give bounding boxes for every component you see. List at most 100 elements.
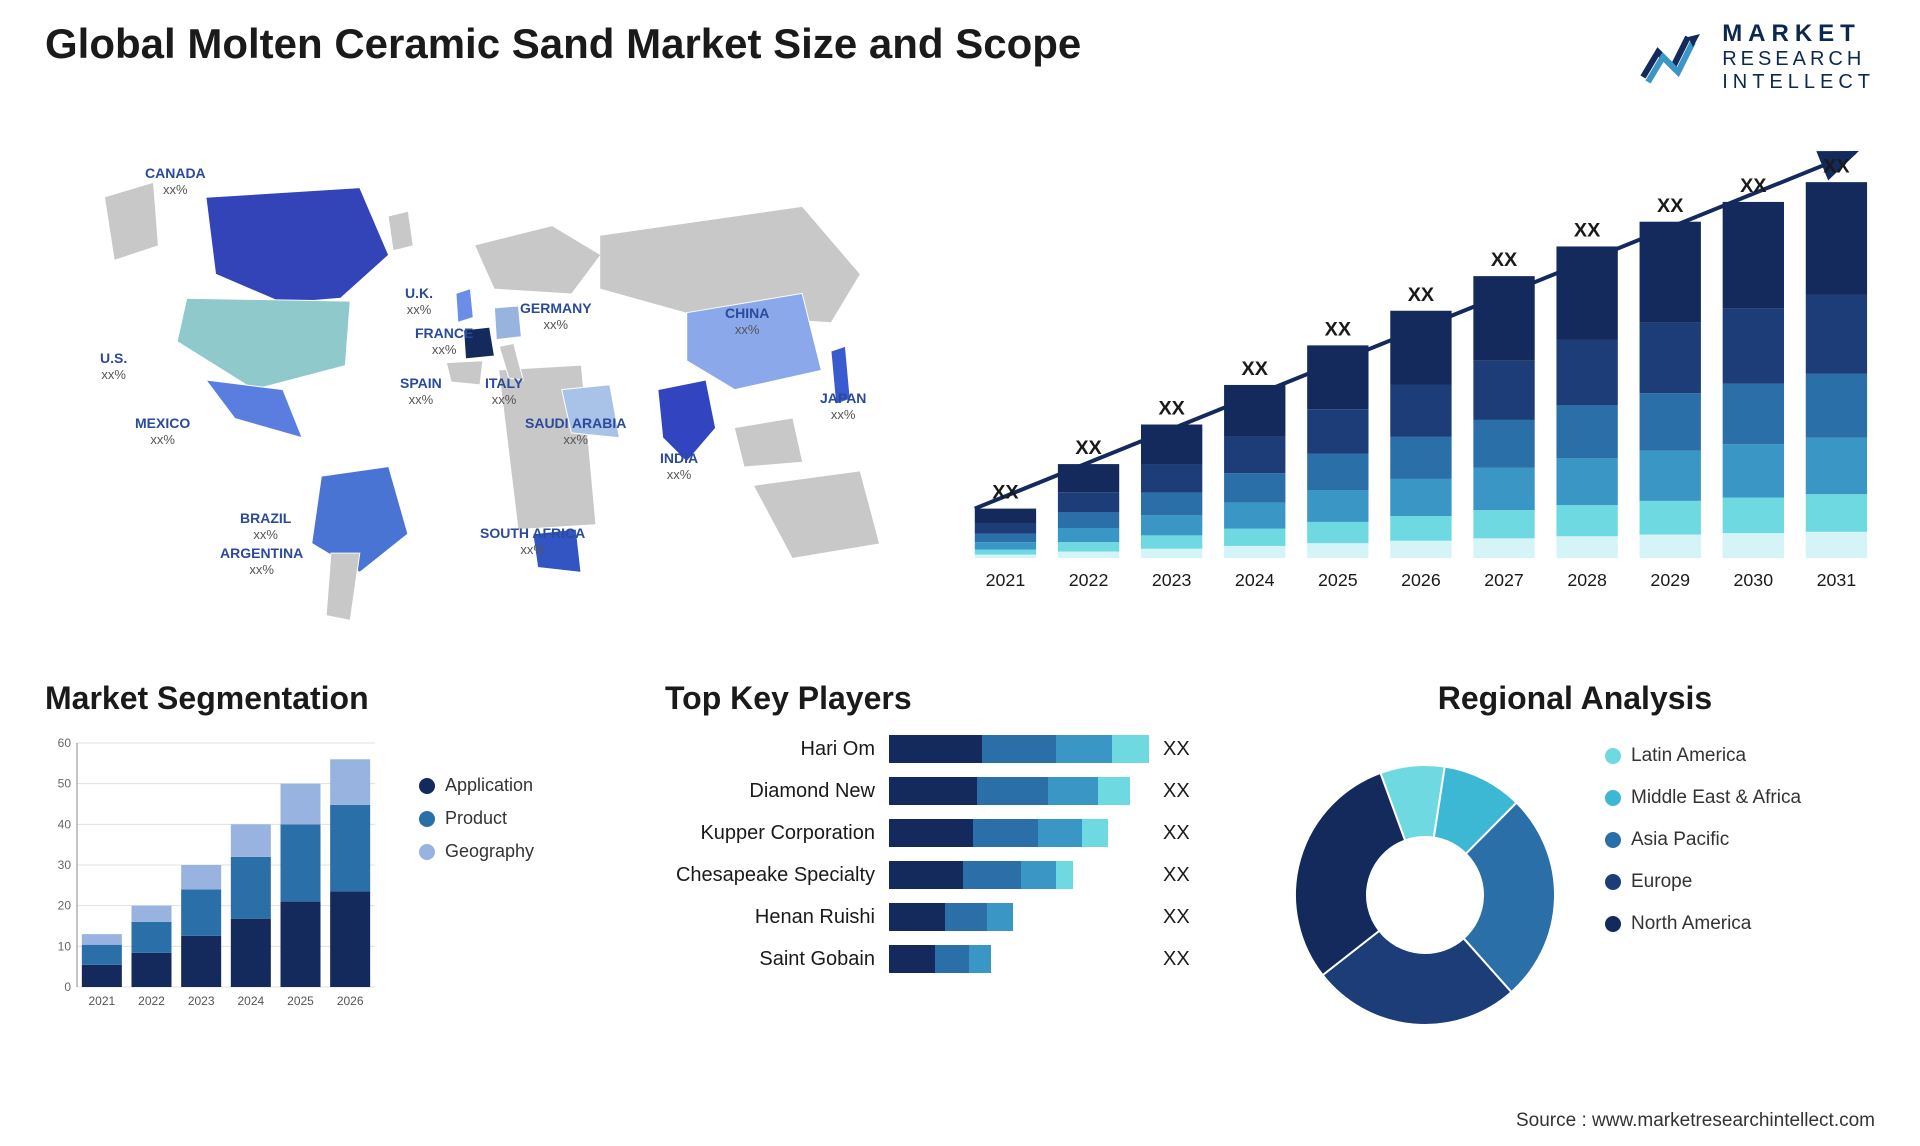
svg-text:2028: 2028 <box>1567 570 1607 590</box>
svg-text:2027: 2027 <box>1484 570 1524 590</box>
map-label-u-k-: U.K.xx% <box>405 285 433 317</box>
svg-text:XX: XX <box>1574 220 1601 242</box>
logo-line1: MARKET <box>1722 20 1875 48</box>
player-row: Henan Ruishi XX <box>665 903 1225 931</box>
svg-text:2026: 2026 <box>337 994 364 1008</box>
svg-text:2025: 2025 <box>287 994 314 1008</box>
regional-legend-item: North America <box>1605 913 1801 935</box>
svg-text:40: 40 <box>58 817 72 831</box>
map-label-south-africa: SOUTH AFRICAxx% <box>480 525 585 557</box>
svg-text:2021: 2021 <box>986 570 1026 590</box>
player-row: Chesapeake Specialty XX <box>665 861 1225 889</box>
map-label-saudi-arabia: SAUDI ARABIAxx% <box>525 415 626 447</box>
regional-panel: Regional Analysis Latin America Middle Ea… <box>1275 680 1875 1060</box>
bottom-row: Market Segmentation 01020304050602021202… <box>45 680 1875 1060</box>
svg-text:2031: 2031 <box>1817 570 1857 590</box>
svg-text:2023: 2023 <box>188 994 215 1008</box>
svg-text:XX: XX <box>1158 398 1185 420</box>
players-list: Hari OmXXDiamond NewXXKupper Corporation… <box>665 735 1225 973</box>
map-label-spain: SPAINxx% <box>400 375 442 407</box>
map-label-china: CHINAxx% <box>725 305 769 337</box>
map-label-germany: GERMANYxx% <box>520 300 592 332</box>
svg-text:20: 20 <box>58 899 72 913</box>
player-name: Saint Gobain <box>665 948 875 971</box>
player-bar <box>889 735 1149 763</box>
main-bar-chart-panel: XX 2021 XX 2022 XX 2023 XX 2024 XX 2025 XX 2026 XX 20… <box>955 130 1875 630</box>
regional-legend-item: Europe <box>1605 871 1801 893</box>
player-bar <box>889 861 1149 889</box>
page-title: Global Molten Ceramic Sand Market Size a… <box>45 20 1081 68</box>
player-value: XX <box>1163 864 1190 887</box>
player-row: Diamond NewXX <box>665 777 1225 805</box>
player-name: Henan Ruishi <box>665 906 875 929</box>
map-label-argentina: ARGENTINAxx% <box>220 545 303 577</box>
svg-text:2025: 2025 <box>1318 570 1358 590</box>
svg-text:50: 50 <box>58 777 72 791</box>
svg-text:2024: 2024 <box>237 994 264 1008</box>
player-name: Hari Om <box>665 738 875 761</box>
logo-line2: RESEARCH <box>1722 48 1875 71</box>
logo: MARKET RESEARCH INTELLECT <box>1638 20 1875 94</box>
regional-legend-item: Middle East & Africa <box>1605 787 1801 809</box>
svg-text:10: 10 <box>58 939 72 953</box>
seg-legend-product: Product <box>419 808 534 829</box>
player-row: Saint Gobain XX <box>665 945 1225 973</box>
logo-line3: INTELLECT <box>1722 71 1875 94</box>
player-value: XX <box>1163 738 1190 761</box>
regional-title: Regional Analysis <box>1275 680 1875 717</box>
svg-text:XX: XX <box>992 482 1019 504</box>
player-value: XX <box>1163 948 1190 971</box>
segmentation-panel: Market Segmentation 01020304050602021202… <box>45 680 615 1060</box>
regional-legend: Latin America Middle East & Africa Asia Pa… <box>1605 735 1801 1050</box>
players-title: Top Key Players <box>665 680 1225 717</box>
svg-text:2024: 2024 <box>1235 570 1275 590</box>
svg-text:2022: 2022 <box>138 994 165 1008</box>
svg-text:XX: XX <box>1823 155 1850 177</box>
player-row: Kupper CorporationXX <box>665 819 1225 847</box>
svg-text:XX: XX <box>1408 284 1435 306</box>
map-label-u-s-: U.S.xx% <box>100 350 127 382</box>
main-bar-chart: XX 2021 XX 2022 XX 2023 XX 2024 XX 2025 XX 2026 XX 20… <box>955 130 1875 630</box>
svg-text:0: 0 <box>64 980 71 994</box>
player-value: XX <box>1163 822 1190 845</box>
source-text: Source : www.marketresearchintellect.com <box>1516 1110 1875 1132</box>
player-name: Chesapeake Specialty <box>665 864 875 887</box>
top-row: CANADAxx% U.S.xx% MEXICOxx% BRAZILxx%ARGENT… <box>45 130 1875 630</box>
world-map-panel: CANADAxx% U.S.xx% MEXICOxx% BRAZILxx%ARGENT… <box>45 130 915 630</box>
map-label-brazil: BRAZILxx% <box>240 510 291 542</box>
map-label-canada: CANADAxx% <box>145 165 206 197</box>
segmentation-title: Market Segmentation <box>45 680 615 717</box>
svg-text:XX: XX <box>1325 318 1352 340</box>
logo-icon <box>1638 22 1708 92</box>
player-value: XX <box>1163 780 1190 803</box>
player-row: Hari Om XX <box>665 735 1225 763</box>
players-panel: Top Key Players Hari OmXXDiamond NewXXKu… <box>665 680 1225 1060</box>
map-label-italy: ITALYxx% <box>485 375 523 407</box>
regional-legend-item: Latin America <box>1605 745 1801 767</box>
svg-text:2023: 2023 <box>1152 570 1192 590</box>
map-label-mexico: MEXICOxx% <box>135 415 190 447</box>
segmentation-chart: 0102030405060202120222023202420252026 <box>45 735 395 1035</box>
svg-text:XX: XX <box>1491 249 1518 271</box>
svg-text:2022: 2022 <box>1069 570 1109 590</box>
svg-text:2026: 2026 <box>1401 570 1441 590</box>
svg-text:30: 30 <box>58 858 72 872</box>
player-value: XX <box>1163 906 1190 929</box>
svg-text:XX: XX <box>1075 437 1102 459</box>
svg-text:60: 60 <box>58 736 72 750</box>
seg-legend-application: Application <box>419 775 534 796</box>
map-label-france: FRANCExx% <box>415 325 473 357</box>
svg-text:XX: XX <box>1657 195 1684 217</box>
header: Global Molten Ceramic Sand Market Size a… <box>45 20 1875 94</box>
map-label-japan: JAPANxx% <box>820 390 866 422</box>
regional-donut-chart <box>1275 735 1575 1045</box>
player-bar <box>889 819 1149 847</box>
svg-text:2030: 2030 <box>1734 570 1774 590</box>
svg-text:2029: 2029 <box>1650 570 1690 590</box>
regional-legend-item: Asia Pacific <box>1605 829 1801 851</box>
map-label-india: INDIAxx% <box>660 450 698 482</box>
svg-text:XX: XX <box>1740 175 1767 197</box>
segmentation-legend: ApplicationProductGeography <box>419 735 534 862</box>
svg-text:XX: XX <box>1242 358 1269 380</box>
player-bar <box>889 945 1149 973</box>
